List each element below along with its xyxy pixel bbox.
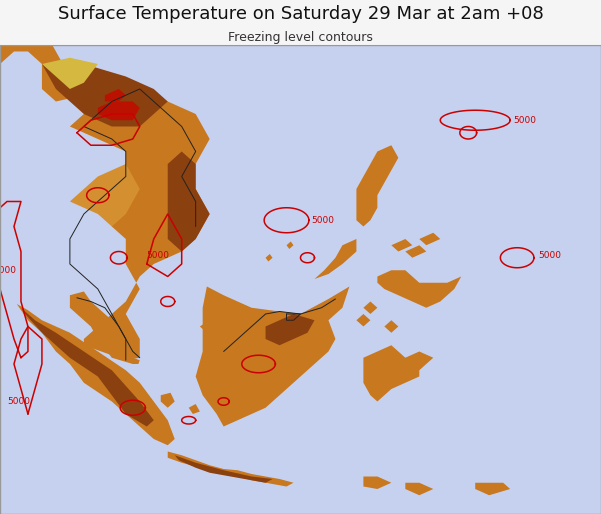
Polygon shape (42, 58, 98, 89)
Polygon shape (364, 302, 377, 314)
Text: Freezing level contours: Freezing level contours (228, 31, 373, 44)
Polygon shape (42, 64, 168, 126)
Polygon shape (356, 145, 398, 227)
Polygon shape (175, 455, 272, 483)
Polygon shape (391, 352, 433, 370)
Polygon shape (405, 245, 426, 258)
Polygon shape (200, 323, 209, 330)
Polygon shape (17, 304, 175, 445)
Polygon shape (314, 239, 356, 279)
Polygon shape (364, 345, 419, 401)
Polygon shape (160, 393, 175, 408)
Polygon shape (105, 89, 126, 101)
Polygon shape (385, 320, 398, 333)
Polygon shape (391, 239, 412, 251)
Polygon shape (364, 476, 391, 489)
Polygon shape (266, 254, 272, 262)
Polygon shape (287, 242, 293, 249)
Polygon shape (21, 308, 154, 427)
Polygon shape (0, 27, 210, 360)
Polygon shape (189, 404, 200, 414)
Polygon shape (266, 314, 314, 345)
Polygon shape (475, 483, 510, 495)
Text: 5000: 5000 (7, 397, 30, 406)
Polygon shape (377, 270, 461, 308)
Polygon shape (419, 233, 441, 245)
Polygon shape (356, 314, 370, 326)
Text: 5000: 5000 (312, 216, 335, 225)
Text: Surface Temperature on Saturday 29 Mar at 2am +08: Surface Temperature on Saturday 29 Mar a… (58, 5, 543, 23)
Text: 5000: 5000 (538, 251, 561, 260)
Polygon shape (70, 291, 140, 364)
Polygon shape (405, 483, 433, 495)
Polygon shape (196, 286, 349, 427)
Polygon shape (98, 101, 140, 120)
Polygon shape (168, 152, 210, 251)
Polygon shape (210, 393, 216, 400)
Polygon shape (70, 164, 140, 227)
Polygon shape (168, 451, 293, 486)
Text: 5000: 5000 (147, 251, 169, 260)
Text: 5000: 5000 (513, 116, 536, 125)
Text: 5000: 5000 (0, 266, 16, 275)
